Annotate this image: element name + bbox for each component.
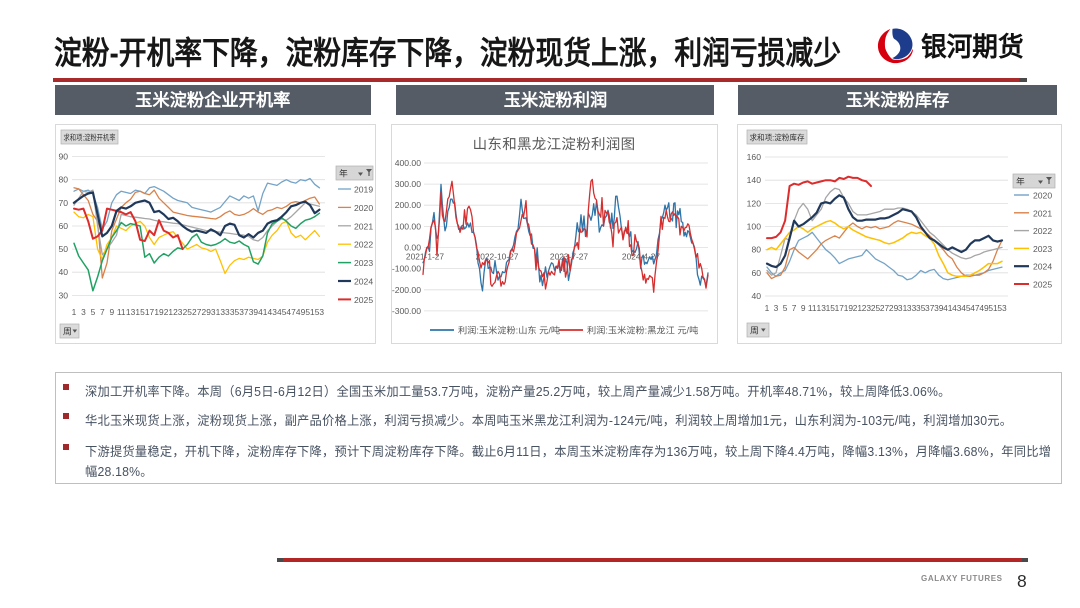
svg-text:27: 27 — [192, 306, 202, 318]
svg-text:51: 51 — [305, 306, 315, 318]
svg-text:43: 43 — [268, 306, 278, 318]
svg-text:35: 35 — [230, 306, 240, 318]
svg-text:300.00: 300.00 — [395, 178, 422, 190]
svg-text:29: 29 — [889, 302, 899, 314]
svg-text:80: 80 — [58, 174, 68, 186]
svg-text:-100.00: -100.00 — [392, 263, 421, 275]
svg-text:2021: 2021 — [1033, 207, 1052, 219]
svg-text:40: 40 — [58, 266, 68, 278]
svg-text:80: 80 — [751, 244, 761, 256]
svg-text:49: 49 — [979, 302, 989, 314]
svg-text:1: 1 — [72, 306, 77, 318]
svg-text:40: 40 — [751, 290, 761, 302]
svg-text:9: 9 — [109, 306, 114, 318]
svg-text:5: 5 — [783, 302, 788, 314]
svg-text:2024: 2024 — [1033, 261, 1052, 273]
svg-text:140: 140 — [747, 174, 762, 186]
svg-text:53: 53 — [997, 302, 1007, 314]
svg-text:求和项:淀粉开机率: 求和项:淀粉开机率 — [64, 132, 116, 144]
svg-text:2022: 2022 — [354, 239, 373, 251]
svg-text:23: 23 — [173, 306, 183, 318]
svg-text:35: 35 — [916, 302, 926, 314]
svg-text:2022: 2022 — [1033, 225, 1052, 237]
svg-text:17: 17 — [145, 306, 155, 318]
svg-text:51: 51 — [988, 302, 998, 314]
svg-text:21: 21 — [853, 302, 863, 314]
svg-text:2021: 2021 — [354, 220, 373, 232]
svg-text:90: 90 — [58, 151, 68, 163]
svg-text:100.00: 100.00 — [395, 220, 422, 232]
svg-text:年: 年 — [1016, 175, 1025, 188]
svg-text:周: 周 — [63, 325, 72, 338]
svg-text:2025: 2025 — [354, 294, 373, 306]
svg-text:利润:玉米淀粉:黑龙江 元/吨: 利润:玉米淀粉:黑龙江 元/吨 — [587, 323, 698, 337]
svg-text:2022-10-27: 2022-10-27 — [476, 251, 519, 263]
svg-text:17: 17 — [835, 302, 845, 314]
svg-text:15: 15 — [826, 302, 836, 314]
svg-text:利润:玉米淀粉:山东 元/吨: 利润:玉米淀粉:山东 元/吨 — [458, 323, 560, 337]
svg-text:47: 47 — [286, 306, 296, 318]
svg-text:3: 3 — [774, 302, 779, 314]
svg-text:0.00: 0.00 — [404, 242, 421, 254]
svg-text:求和项:淀粉库存: 求和项:淀粉库存 — [750, 132, 806, 144]
svg-text:19: 19 — [154, 306, 164, 318]
svg-text:45: 45 — [277, 306, 287, 318]
svg-text:-300.00: -300.00 — [392, 305, 421, 317]
svg-text:2025: 2025 — [1033, 279, 1052, 291]
svg-text:29: 29 — [202, 306, 212, 318]
svg-text:160: 160 — [747, 151, 762, 163]
svg-text:100: 100 — [747, 221, 762, 233]
svg-text:13: 13 — [126, 306, 136, 318]
svg-text:周: 周 — [750, 324, 759, 337]
svg-text:19: 19 — [844, 302, 854, 314]
svg-text:25: 25 — [871, 302, 881, 314]
svg-text:41: 41 — [258, 306, 268, 318]
svg-text:120: 120 — [747, 197, 762, 209]
svg-text:200.00: 200.00 — [395, 199, 422, 211]
svg-text:2020: 2020 — [354, 202, 373, 214]
svg-text:7: 7 — [792, 302, 797, 314]
svg-text:50: 50 — [58, 243, 68, 255]
svg-text:31: 31 — [211, 306, 221, 318]
svg-text:山东和黑龙江淀粉利润图: 山东和黑龙江淀粉利润图 — [473, 133, 636, 154]
svg-text:年: 年 — [339, 167, 348, 180]
svg-text:37: 37 — [925, 302, 935, 314]
svg-text:2023: 2023 — [1033, 243, 1052, 255]
svg-text:33: 33 — [220, 306, 230, 318]
svg-text:11: 11 — [808, 302, 817, 314]
svg-text:400.00: 400.00 — [395, 157, 422, 169]
svg-text:2019: 2019 — [354, 184, 373, 196]
svg-text:2024: 2024 — [354, 276, 373, 288]
svg-text:1: 1 — [765, 302, 770, 314]
svg-text:30: 30 — [58, 289, 68, 301]
svg-text:21: 21 — [164, 306, 174, 318]
svg-text:43: 43 — [952, 302, 962, 314]
svg-text:5: 5 — [91, 306, 96, 318]
svg-text:23: 23 — [862, 302, 872, 314]
svg-text:3: 3 — [81, 306, 86, 318]
svg-text:2023: 2023 — [354, 257, 373, 269]
svg-text:27: 27 — [880, 302, 890, 314]
svg-text:7: 7 — [100, 306, 105, 318]
svg-text:13: 13 — [817, 302, 827, 314]
svg-text:60: 60 — [58, 220, 68, 232]
svg-text:41: 41 — [943, 302, 953, 314]
svg-text:9: 9 — [801, 302, 806, 314]
svg-text:15: 15 — [135, 306, 145, 318]
svg-text:2020: 2020 — [1033, 190, 1052, 202]
svg-text:33: 33 — [907, 302, 917, 314]
svg-text:47: 47 — [970, 302, 980, 314]
svg-text:25: 25 — [183, 306, 193, 318]
svg-text:-200.00: -200.00 — [392, 284, 421, 296]
svg-text:31: 31 — [898, 302, 908, 314]
svg-text:60: 60 — [751, 267, 761, 279]
svg-text:45: 45 — [961, 302, 971, 314]
svg-text:39: 39 — [934, 302, 944, 314]
svg-text:37: 37 — [239, 306, 249, 318]
svg-text:70: 70 — [58, 197, 68, 209]
svg-text:53: 53 — [315, 306, 325, 318]
svg-text:11: 11 — [117, 306, 126, 318]
svg-text:49: 49 — [296, 306, 306, 318]
svg-text:39: 39 — [249, 306, 259, 318]
